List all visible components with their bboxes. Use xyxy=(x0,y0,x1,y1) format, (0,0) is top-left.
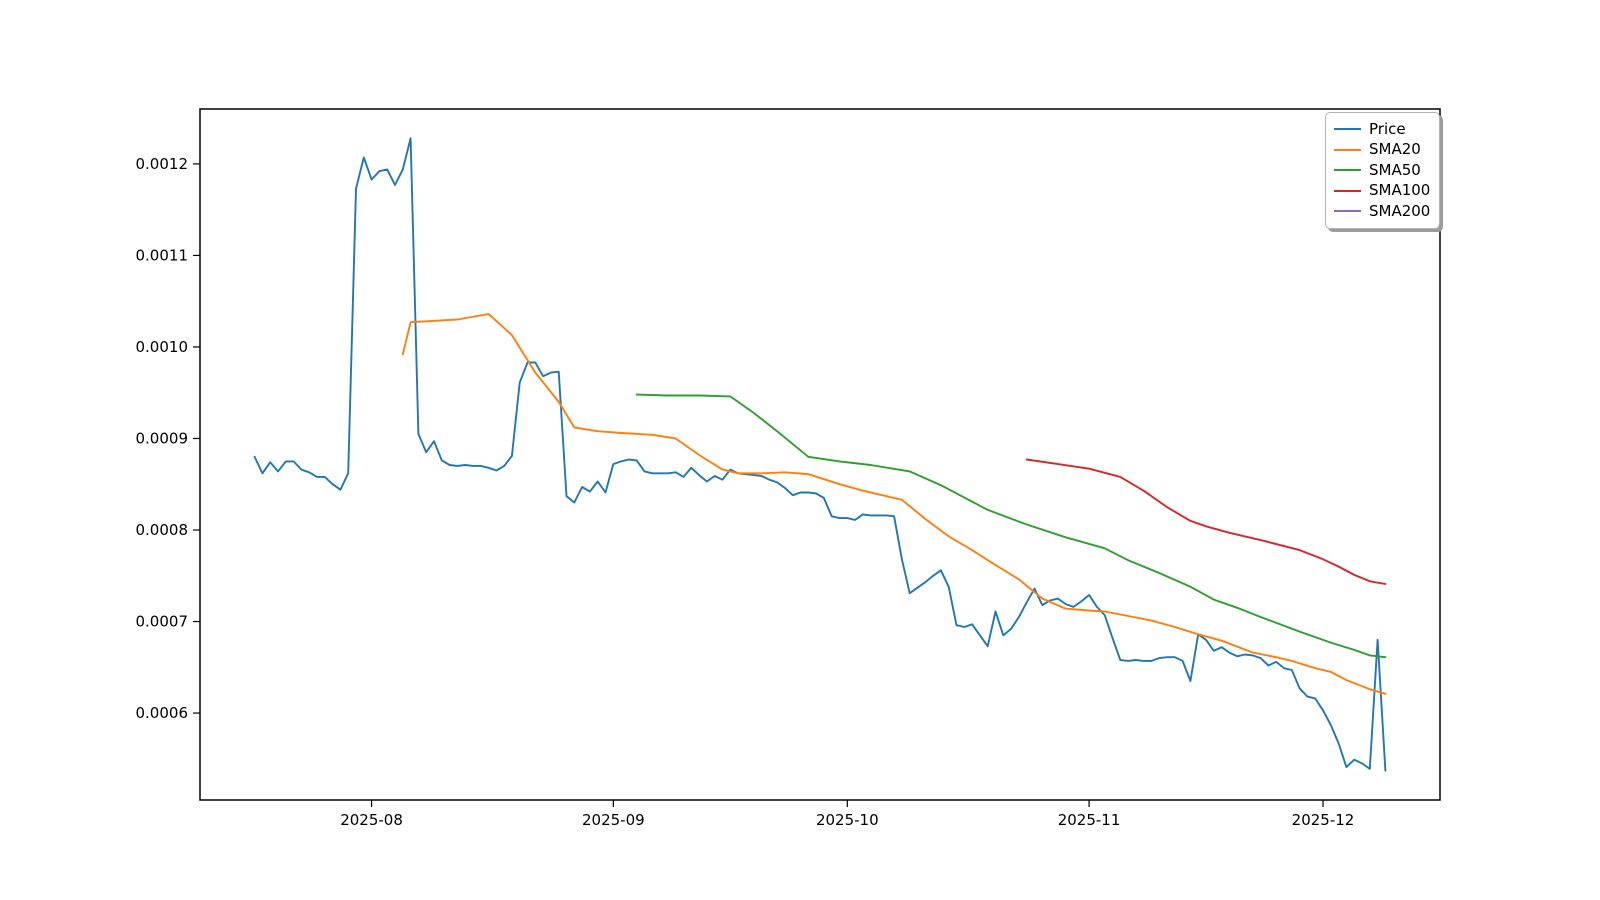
legend-item-sma50: SMA50 xyxy=(1334,160,1430,181)
x-axis-tick-label: 2025-11 xyxy=(1058,811,1121,829)
legend-line-swatch-sma20 xyxy=(1334,148,1361,151)
legend-item-sma200: SMA200 xyxy=(1334,201,1430,222)
y-axis-tick-label: 0.0006 xyxy=(136,704,189,722)
legend-label-sma200: SMA200 xyxy=(1369,201,1431,220)
legend-label-sma50: SMA50 xyxy=(1369,160,1421,179)
legend-line-swatch-sma50 xyxy=(1334,169,1361,172)
legend-line-swatch-price xyxy=(1334,128,1361,131)
y-axis-tick-label: 0.0011 xyxy=(136,246,189,264)
y-axis-tick-label: 0.0008 xyxy=(136,521,189,539)
series-line-sma50 xyxy=(635,393,1387,659)
legend-item-price: Price xyxy=(1334,119,1430,140)
series-line-sma20 xyxy=(401,313,1387,695)
series-line-price xyxy=(253,137,1387,772)
legend-label-price: Price xyxy=(1369,119,1406,138)
x-axis-tick-label: 2025-09 xyxy=(582,811,645,829)
y-axis-tick-label: 0.0012 xyxy=(136,155,189,173)
legend-box: Price SMA20 SMA50 SMA100 SMA200 xyxy=(1325,112,1441,229)
legend-line-swatch-sma200 xyxy=(1334,210,1361,213)
x-axis-tick-label: 2025-10 xyxy=(816,811,879,829)
x-axis-tick-label: 2025-08 xyxy=(340,811,403,829)
legend-label-sma20: SMA20 xyxy=(1369,140,1421,159)
legend-item-sma20: SMA20 xyxy=(1334,140,1430,161)
y-axis-tick-label: 0.0009 xyxy=(136,429,189,447)
series-line-sma100 xyxy=(1025,458,1387,585)
legend-label-sma100: SMA100 xyxy=(1369,181,1431,200)
legend-item-sma100: SMA100 xyxy=(1334,181,1430,202)
legend-line-swatch-sma100 xyxy=(1334,189,1361,192)
y-axis-tick-label: 0.0007 xyxy=(136,613,189,631)
axes-spines xyxy=(199,108,1441,801)
y-axis-tick-label: 0.0010 xyxy=(136,338,189,356)
x-axis-tick-label: 2025-12 xyxy=(1292,811,1355,829)
